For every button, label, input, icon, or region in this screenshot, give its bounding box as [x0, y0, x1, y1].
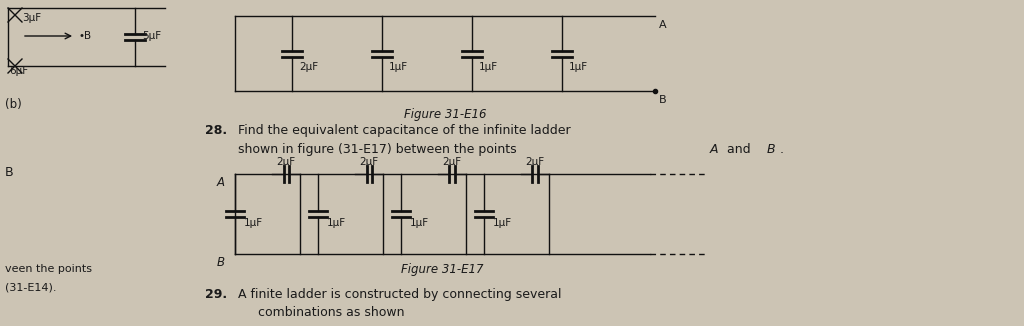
- Text: (31-E14).: (31-E14).: [5, 282, 56, 292]
- Text: A: A: [659, 20, 667, 30]
- Text: 1μF: 1μF: [244, 218, 263, 228]
- Text: 1μF: 1μF: [493, 218, 512, 228]
- Text: 2μF: 2μF: [359, 157, 379, 167]
- Text: Find the equivalent capacitance of the infinite ladder: Find the equivalent capacitance of the i…: [238, 124, 570, 137]
- Text: 2μF: 2μF: [276, 157, 296, 167]
- Text: 1μF: 1μF: [389, 63, 409, 72]
- Text: Figure 31-E17: Figure 31-E17: [401, 263, 483, 276]
- Text: •B: •B: [78, 31, 91, 41]
- Text: 28.: 28.: [205, 124, 227, 137]
- Text: B: B: [659, 95, 667, 105]
- Text: B: B: [5, 166, 13, 179]
- Text: 2μF: 2μF: [525, 157, 545, 167]
- Text: 6μF: 6μF: [9, 66, 28, 76]
- Text: 5μF: 5μF: [142, 31, 161, 41]
- Text: 1μF: 1μF: [327, 218, 346, 228]
- Text: 2μF: 2μF: [442, 157, 462, 167]
- Text: veen the points: veen the points: [5, 264, 92, 274]
- Text: A: A: [710, 143, 719, 156]
- Text: shown in figure (31-E17) between the points: shown in figure (31-E17) between the poi…: [238, 143, 520, 156]
- Text: A finite ladder is constructed by connecting several: A finite ladder is constructed by connec…: [238, 288, 561, 301]
- Text: combinations as shown: combinations as shown: [238, 306, 404, 319]
- Text: 29.: 29.: [205, 288, 227, 301]
- Text: 3μF: 3μF: [22, 13, 41, 23]
- Text: Figure 31-E16: Figure 31-E16: [403, 108, 486, 121]
- Text: A: A: [217, 176, 225, 189]
- Text: B: B: [217, 256, 225, 269]
- Text: .: .: [780, 143, 784, 156]
- Text: 1μF: 1μF: [569, 63, 588, 72]
- Text: 1μF: 1μF: [410, 218, 429, 228]
- Text: 2μF: 2μF: [299, 63, 318, 72]
- Text: (b): (b): [5, 98, 22, 111]
- Text: and: and: [723, 143, 755, 156]
- Text: 1μF: 1μF: [479, 63, 498, 72]
- Text: B: B: [767, 143, 775, 156]
